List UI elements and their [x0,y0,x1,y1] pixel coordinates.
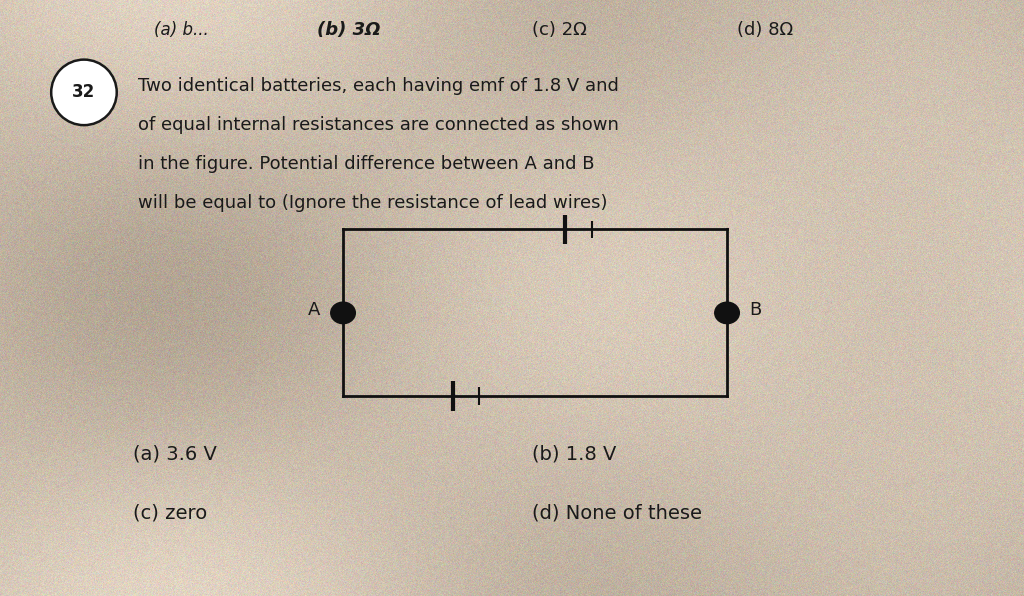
Text: (a) 3.6 V: (a) 3.6 V [133,444,217,463]
Ellipse shape [331,302,355,324]
Text: Two identical batteries, each having emf of 1.8 V and: Two identical batteries, each having emf… [138,77,620,95]
Text: 32: 32 [73,83,95,101]
Text: (c) zero: (c) zero [133,504,208,523]
Ellipse shape [715,302,739,324]
Text: will be equal to (Ignore the resistance of lead wires): will be equal to (Ignore the resistance … [138,194,607,212]
Text: (b) 3Ω: (b) 3Ω [317,21,381,39]
Text: (b) 1.8 V: (b) 1.8 V [532,444,616,463]
Text: (d) None of these: (d) None of these [532,504,702,523]
Ellipse shape [51,60,117,125]
Text: (a) b...: (a) b... [154,21,208,39]
Text: of equal internal resistances are connected as shown: of equal internal resistances are connec… [138,116,620,134]
Text: (d) 8Ω: (d) 8Ω [737,21,794,39]
Text: A: A [308,301,321,319]
Text: B: B [750,301,762,319]
Text: (c) 2Ω: (c) 2Ω [532,21,587,39]
Text: in the figure. Potential difference between A and B: in the figure. Potential difference betw… [138,155,595,173]
